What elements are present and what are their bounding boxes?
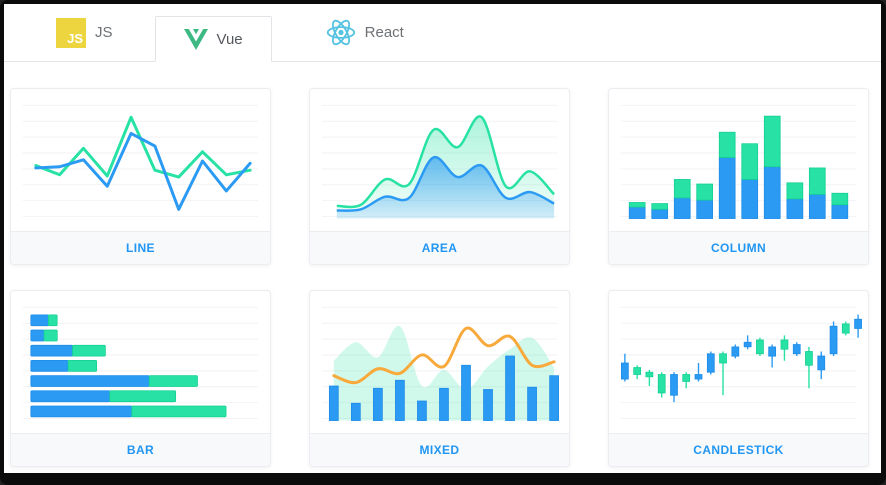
tab-react[interactable]: React (302, 4, 428, 61)
card-footer: AREA (310, 231, 569, 264)
tab-js[interactable]: JS JS (32, 4, 137, 61)
chart-demo-grid: LINE AREA COLUMN BAR (4, 62, 881, 467)
tab-vue-label: Vue (216, 30, 243, 48)
card-footer: LINE (11, 231, 270, 264)
js-logo-icon: JS (56, 17, 86, 48)
chart-card-bar[interactable]: BAR (10, 290, 271, 467)
chart-card-column[interactable]: COLUMN (608, 88, 869, 265)
tab-react-label: React (364, 24, 404, 41)
card-footer: MIXED (310, 433, 569, 466)
card-label-column: COLUMN (710, 241, 767, 255)
card-footer: COLUMN (609, 231, 868, 264)
react-logo-icon (326, 19, 355, 46)
tab-js-label: JS (95, 24, 113, 41)
card-label-line: LINE (126, 241, 155, 255)
chart-card-area[interactable]: AREA (309, 88, 570, 265)
line-chart-preview (22, 104, 259, 218)
card-label-area: AREA (421, 241, 458, 255)
card-footer: CANDLESTICK (609, 433, 868, 466)
card-footer: BAR (11, 433, 270, 466)
card-label-candlestick: CANDLESTICK (693, 443, 784, 457)
tab-vue[interactable]: Vue (154, 16, 272, 62)
card-label-bar: BAR (126, 443, 155, 457)
content-frame: JS JS Vue (4, 4, 881, 473)
chart-card-candlestick[interactable]: CANDLESTICK (608, 290, 869, 467)
chart-card-line[interactable]: LINE (10, 88, 271, 265)
js-logo-text: JS (67, 30, 83, 46)
framework-tab-bar: JS JS Vue (4, 4, 881, 62)
bar-chart-preview (22, 306, 259, 420)
column-chart-preview (620, 104, 857, 219)
mixed-chart-preview (321, 306, 559, 421)
card-label-mixed: MIXED (419, 443, 460, 457)
area-chart-preview (321, 104, 558, 219)
chart-card-mixed[interactable]: MIXED (309, 290, 570, 467)
candlestick-chart-preview (620, 306, 862, 420)
vue-logo-icon (183, 28, 208, 50)
